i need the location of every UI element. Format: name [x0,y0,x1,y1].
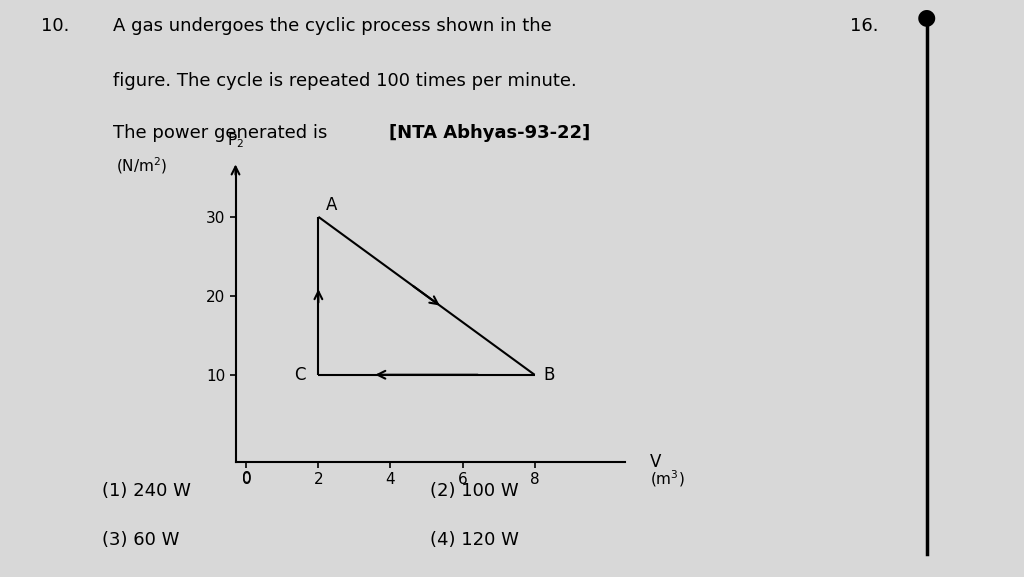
Text: The power generated is: The power generated is [113,124,327,142]
Text: 0: 0 [242,471,251,486]
Text: (N/m$^2$): (N/m$^2$) [116,155,167,176]
Text: (1) 240 W: (1) 240 W [102,482,191,500]
Text: figure. The cycle is repeated 100 times per minute.: figure. The cycle is repeated 100 times … [113,72,577,90]
Text: C: C [294,366,306,384]
Text: P$_2$: P$_2$ [227,131,244,149]
Text: (m$^3$): (m$^3$) [650,469,685,489]
Text: (3) 60 W: (3) 60 W [102,531,180,549]
Text: V: V [650,452,662,471]
Text: 10.: 10. [41,17,70,35]
Text: ●: ● [918,8,936,27]
Text: 16.: 16. [850,17,879,35]
Text: (4) 120 W: (4) 120 W [430,531,519,549]
Text: [NTA Abhyas-93-22]: [NTA Abhyas-93-22] [389,124,591,142]
Text: A: A [326,196,337,215]
Text: B: B [544,366,555,384]
Text: A gas undergoes the cyclic process shown in the: A gas undergoes the cyclic process shown… [113,17,551,35]
Text: (2) 100 W: (2) 100 W [430,482,519,500]
